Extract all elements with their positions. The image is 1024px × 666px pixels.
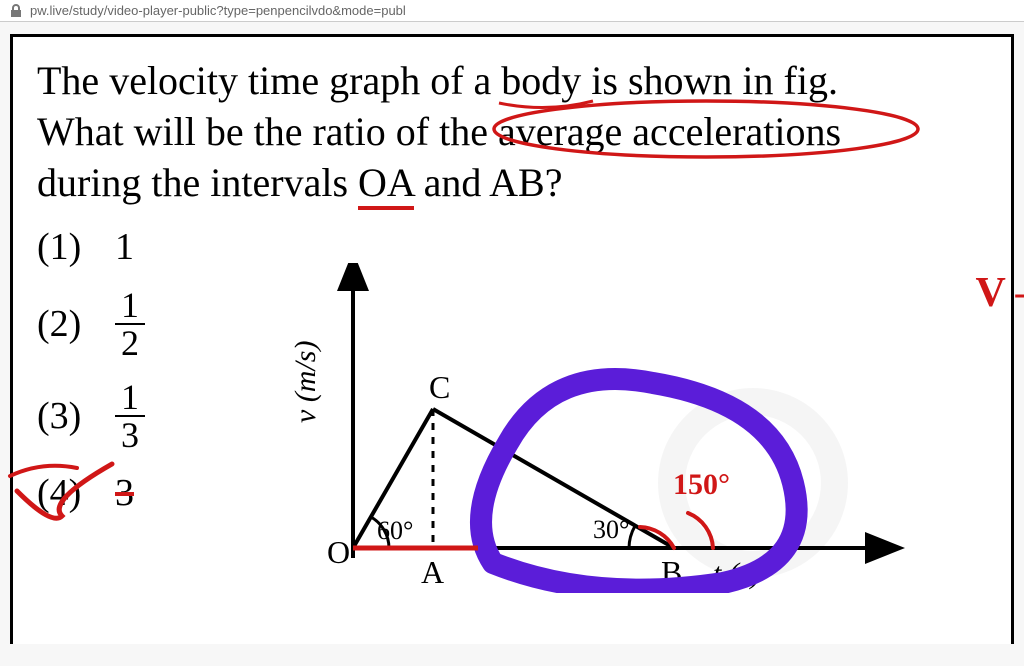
option-1-val: 1 bbox=[115, 225, 134, 269]
annotation-150: 150° bbox=[673, 468, 730, 502]
lock-icon bbox=[10, 4, 22, 18]
graph-svg: v (m/s) 60° 30° C O A B t (s) bbox=[293, 263, 933, 593]
angle-30: 30° bbox=[593, 515, 629, 544]
angle-60: 60° bbox=[377, 516, 413, 545]
q-line3-q: ? bbox=[545, 160, 563, 205]
option-1[interactable]: (1) 1 bbox=[37, 225, 987, 269]
option-4-num: (4) bbox=[37, 471, 97, 515]
option-2-fraction: 1 2 bbox=[115, 287, 145, 361]
q-line1-post: is shown in fig. bbox=[581, 58, 838, 103]
q-line2-pre: What will be the ratio of the bbox=[37, 109, 498, 154]
point-c: C bbox=[429, 369, 450, 405]
question-card: The velocity time graph of a body is sho… bbox=[10, 34, 1014, 644]
interval-oa: OA bbox=[358, 160, 414, 210]
interval-ab: AB bbox=[489, 160, 545, 205]
y-axis-label: v (m/s) bbox=[293, 341, 322, 423]
url-text: pw.live/study/video-player-public?type=p… bbox=[30, 3, 406, 18]
browser-url-bar: pw.live/study/video-player-public?type=p… bbox=[0, 0, 1024, 22]
q-line1-pre: The velocity time graph of a bbox=[37, 58, 501, 103]
circled-phrase: average accelerations bbox=[498, 106, 841, 157]
point-a: A bbox=[421, 554, 444, 590]
option-2-num: (2) bbox=[37, 302, 97, 346]
q-line3-mid: and bbox=[414, 160, 490, 205]
option-3-num: (3) bbox=[37, 394, 97, 438]
velocity-time-graph: v (m/s) 60° 30° C O A B t (s) bbox=[293, 263, 933, 593]
q-line3-pre: during the intervals bbox=[37, 160, 358, 205]
option-3-fraction: 1 3 bbox=[115, 379, 145, 453]
annotation-v-minus-t: V – t bbox=[975, 269, 1024, 317]
option-4-val: 3 bbox=[115, 471, 134, 515]
option-1-num: (1) bbox=[37, 225, 97, 269]
question-text: The velocity time graph of a body is sho… bbox=[37, 55, 987, 209]
point-o: O bbox=[327, 534, 350, 570]
q-body-word: body bbox=[501, 58, 581, 103]
